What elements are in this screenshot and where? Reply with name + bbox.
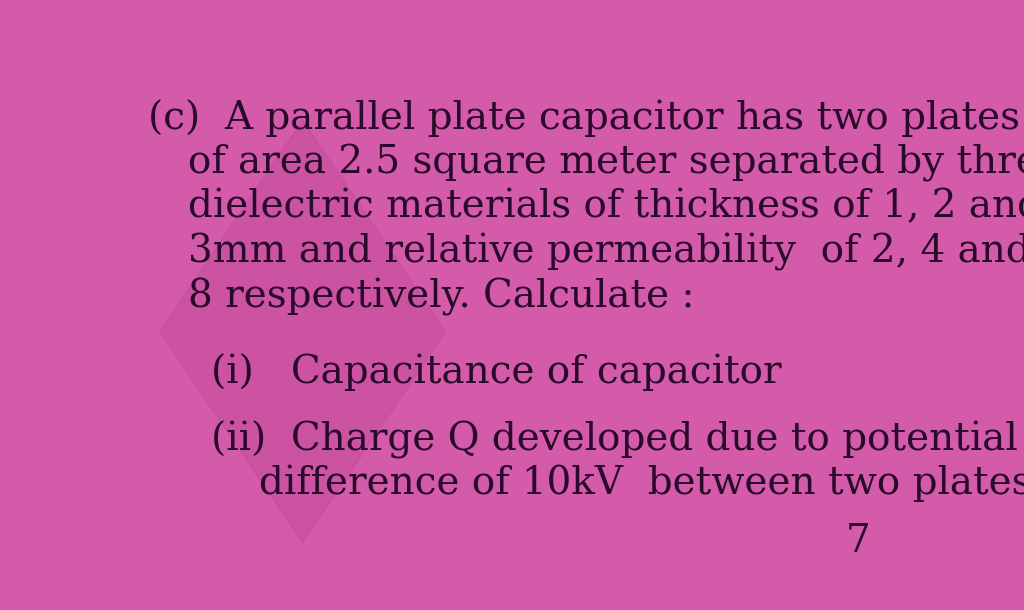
Text: (c)  A parallel plate capacitor has two plates each: (c) A parallel plate capacitor has two p… [147,99,1024,137]
Text: 8 respectively. Calculate :: 8 respectively. Calculate : [187,278,694,315]
Text: of area 2.5 square meter separated by three: of area 2.5 square meter separated by th… [187,144,1024,182]
Text: (i)   Capacitance of capacitor: (i) Capacitance of capacitor [211,353,782,391]
Text: difference of 10kV  between two plates.: difference of 10kV between two plates. [259,465,1024,503]
Text: 7: 7 [846,523,871,560]
Text: (ii)  Charge Q developed due to potential: (ii) Charge Q developed due to potential [211,420,1018,459]
Text: 3mm and relative permeability  of 2, 4 and: 3mm and relative permeability of 2, 4 an… [187,233,1024,271]
Polygon shape [160,120,445,543]
Text: dielectric materials of thickness of 1, 2 and: dielectric materials of thickness of 1, … [187,188,1024,225]
